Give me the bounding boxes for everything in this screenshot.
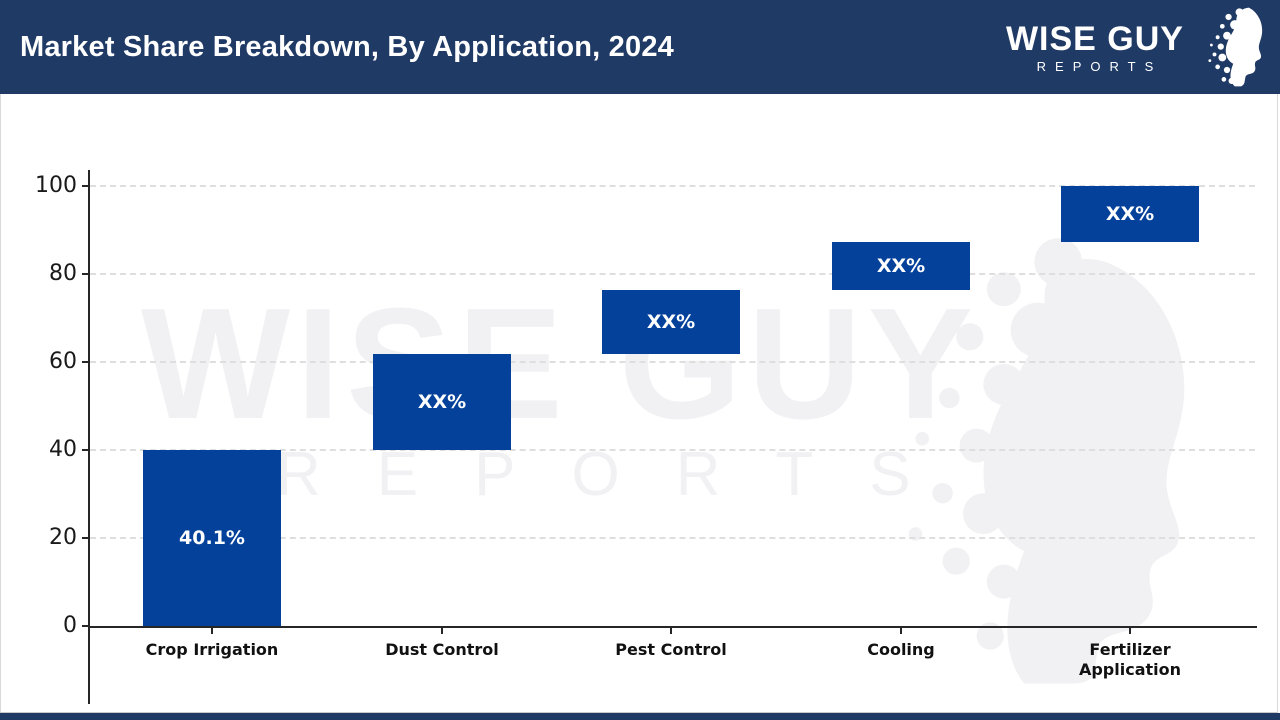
x-tick-mark <box>1129 628 1131 634</box>
gridline-20 <box>90 537 1255 539</box>
footer-bar <box>0 713 1280 720</box>
logo-wordmark: WISE GUY <box>1005 19 1184 58</box>
gridline-100 <box>90 185 1255 187</box>
bar-value-label: XX% <box>1105 203 1155 226</box>
y-tick-mark <box>82 537 88 539</box>
bar-cooling: XX% <box>832 242 970 291</box>
bar-fertilizer-application: XX% <box>1061 186 1199 243</box>
y-tick-label: 100 <box>35 173 77 198</box>
gridline-80 <box>90 273 1255 275</box>
bar-value-label: XX% <box>646 311 696 334</box>
chart-title: Market Share Breakdown, By Application, … <box>20 30 674 63</box>
x-tick-label: Crop Irrigation <box>145 640 279 659</box>
x-tick-label: Dust Control <box>385 640 499 659</box>
gridline-60 <box>90 361 1255 363</box>
y-tick-label: 40 <box>49 437 77 462</box>
x-tick-mark <box>441 628 443 634</box>
y-tick-label: 20 <box>49 525 77 550</box>
y-tick-mark <box>82 449 88 451</box>
bar-value-label: XX% <box>417 390 467 413</box>
y-tick-mark <box>82 273 88 275</box>
bar-pest-control: XX% <box>602 290 740 355</box>
y-tick-mark <box>82 185 88 187</box>
y-tick-mark <box>82 625 88 627</box>
x-tick-label: Pest Control <box>615 640 727 659</box>
bar-crop-irrigation: 40.1% <box>143 449 281 626</box>
y-tick-label: 80 <box>49 261 77 286</box>
bar-value-label: 40.1% <box>179 526 245 549</box>
x-tick-mark <box>211 628 213 634</box>
head-profile-icon <box>1208 7 1263 87</box>
wise-guy-reports-logo: WISE GUY REPORTS <box>1006 6 1280 88</box>
chart-card: WISE GUY REPORTS 0 20 40 60 80 100 40.1% Crop I… <box>0 94 1278 713</box>
x-tick-mark <box>900 628 902 634</box>
gridline-40 <box>90 449 1255 451</box>
header-bar: Market Share Breakdown, By Application, … <box>0 0 1280 94</box>
y-tick-label: 0 <box>63 613 77 638</box>
x-tick-label: Fertilizer Application <box>1078 640 1182 679</box>
x-tick-label: Cooling <box>867 640 935 659</box>
y-tick-label: 60 <box>49 349 77 374</box>
plot-area: 0 20 40 60 80 100 40.1% Crop Irrigation XX% Dust … <box>1 94 1277 712</box>
bar-dust-control: XX% <box>373 354 511 450</box>
x-axis-line <box>88 626 1257 628</box>
logo-subtitle: REPORTS <box>1036 58 1163 74</box>
x-tick-mark <box>670 628 672 634</box>
logo-text: WISE GUY REPORTS <box>1006 22 1184 73</box>
bar-value-label: XX% <box>876 255 926 278</box>
y-tick-mark <box>82 361 88 363</box>
y-axis-line <box>88 170 90 704</box>
